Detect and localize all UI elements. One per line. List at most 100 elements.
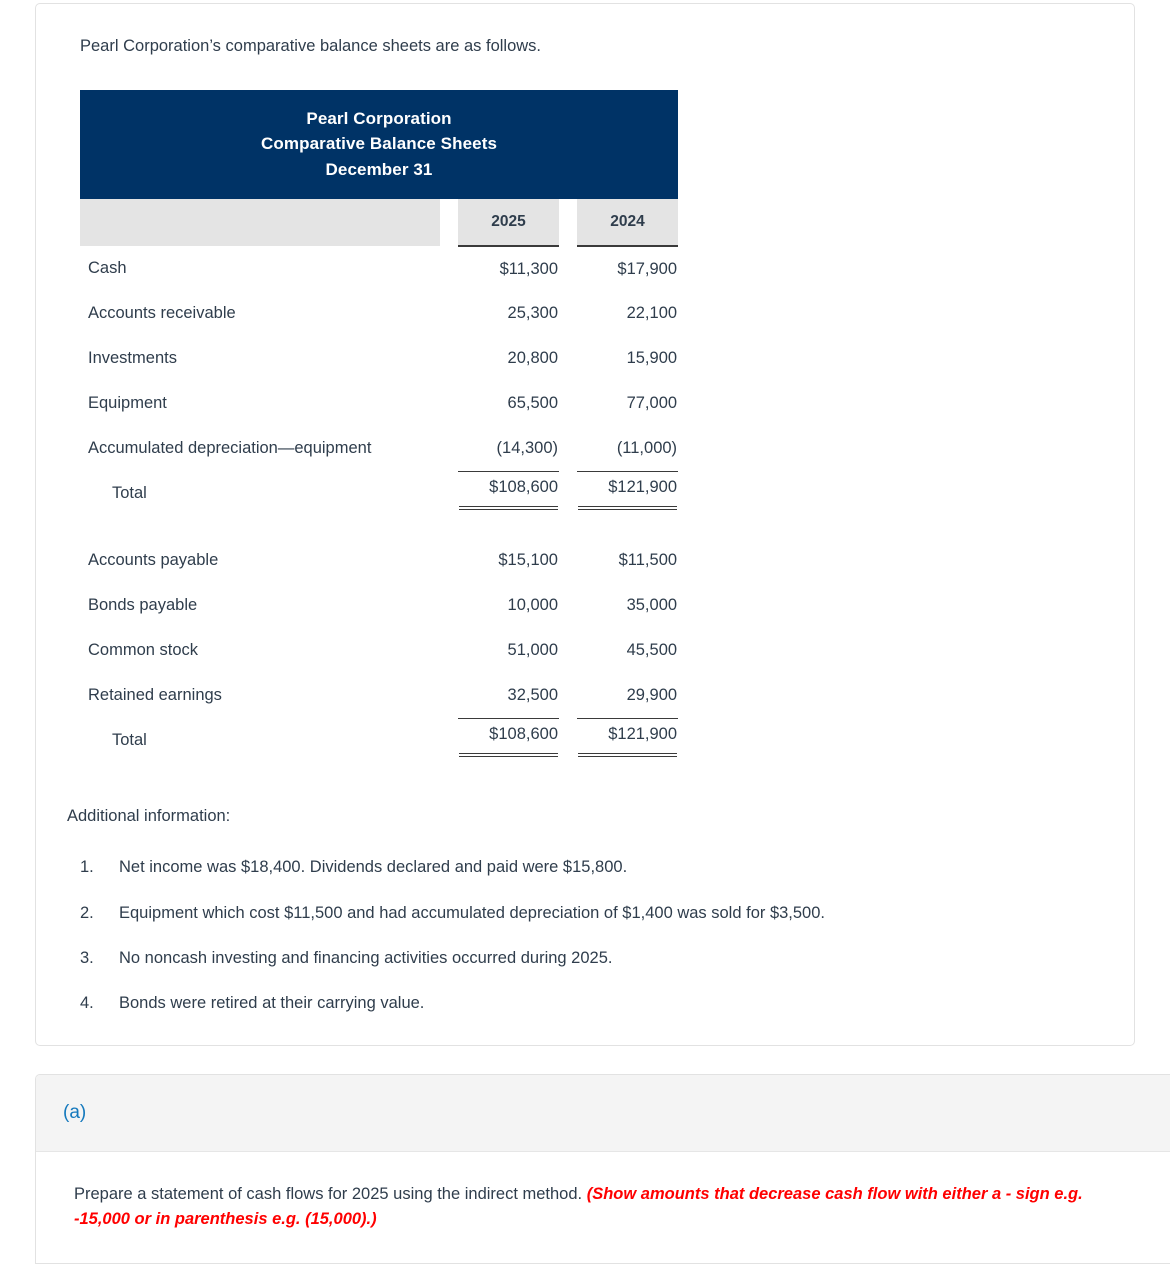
row-value-2024: 29,900: [626, 686, 678, 705]
total-label: Total: [112, 484, 147, 503]
column-header-2024: 2024: [577, 199, 679, 248]
row-gap-1: [440, 426, 458, 471]
prompt-main-text: Prepare a statement of cash flows for 20…: [74, 1184, 587, 1203]
row-label: Common stock: [88, 641, 199, 660]
row-label: Retained earnings: [88, 686, 222, 705]
row-label: Accounts receivable: [88, 304, 236, 323]
row-label: Bonds payable: [88, 596, 198, 615]
total-amount-2025: $108,600: [489, 725, 558, 744]
list-item: 3. No noncash investing and financing ac…: [61, 947, 1109, 970]
row-gap-2: [559, 426, 577, 471]
total-value-2025: $108,600: [458, 470, 559, 517]
total-amount-2024: $121,900: [608, 478, 678, 497]
row-gap-2: [559, 673, 577, 718]
column-header-2025: 2025: [458, 199, 559, 248]
list-item-number: 1.: [80, 858, 94, 877]
row-label: Cash: [88, 259, 127, 278]
list-item-text: Bonds were retired at their carrying val…: [119, 993, 425, 1012]
row-value-2024: 77,000: [626, 394, 678, 413]
row-value-2024: $11,500: [618, 551, 678, 570]
row-value-2025: (14,300): [496, 439, 558, 458]
row-gap-1: [440, 246, 458, 291]
row-gap-2: [559, 381, 577, 426]
row-gap-1: [440, 381, 458, 426]
row-gap-2: [559, 336, 577, 381]
row-gap-2: [559, 246, 577, 291]
company-name: Pearl Corporation: [306, 108, 452, 128]
part-a-prompt: Prepare a statement of cash flows for 20…: [74, 1182, 1134, 1233]
part-a-body: Prepare a statement of cash flows for 20…: [36, 1151, 1170, 1263]
balance-sheet-wrapper: Pearl Corporation Comparative Balance Sh…: [80, 89, 1109, 764]
list-item: 4. Bonds were retired at their carrying …: [61, 992, 1109, 1015]
list-item-text: Net income was $18,400. Dividends declar…: [119, 858, 628, 877]
comparative-balance-sheet-table: Pearl Corporation Comparative Balance Sh…: [80, 89, 679, 764]
row-value-2024: 15,900: [626, 349, 678, 368]
row-label: Accumulated depreciation—equipment: [88, 439, 372, 458]
double-underline: [459, 506, 558, 511]
double-underline: [578, 506, 678, 511]
row-value-2025: 25,300: [507, 304, 558, 323]
row-gap-1: [440, 538, 458, 583]
table-total-row: Total $108,600 $121,900: [80, 470, 679, 517]
section-spacer: [80, 516, 678, 538]
row-value-2025: 51,000: [507, 641, 558, 660]
table-row: Common stock 51,000 45,500: [80, 628, 678, 673]
table-row: Equipment 65,500 77,000: [80, 381, 678, 426]
row-value-2025: 20,800: [507, 349, 558, 368]
double-underline: [578, 753, 678, 758]
list-item: 2. Equipment which cost $11,500 and had …: [61, 902, 1109, 925]
list-item: 1. Net income was $18,400. Dividends dec…: [61, 856, 1109, 879]
question-card: Pearl Corporation’s comparative balance …: [35, 3, 1135, 1046]
row-value-2025: 32,500: [507, 686, 558, 705]
total-value-2024: $121,900: [577, 470, 679, 517]
column-header-row: 2025 2024: [80, 199, 679, 248]
table-row: Retained earnings 32,500 29,900: [80, 673, 678, 718]
list-item-number: 4.: [80, 993, 94, 1012]
part-letter-label: (a): [63, 1101, 87, 1123]
header-gap-1: [440, 199, 458, 247]
part-a-card: (a) Prepare a statement of cash flows fo…: [35, 1073, 1170, 1264]
row-value-2024: 45,500: [626, 641, 678, 660]
total-gap-1: [440, 471, 458, 516]
row-value-2024: 22,100: [626, 304, 678, 323]
row-value-2024: $17,900: [617, 259, 678, 278]
additional-information-heading: Additional information:: [67, 807, 231, 826]
row-gap-2: [559, 583, 577, 628]
row-gap-1: [440, 336, 458, 381]
table-title-cell: Pearl Corporation Comparative Balance Sh…: [80, 89, 679, 200]
total-amount-2025: $108,600: [489, 478, 558, 497]
list-item-text: Equipment which cost $11,500 and had acc…: [119, 903, 825, 922]
list-item-number: 2.: [80, 903, 94, 922]
prompt-hint-text: (Show amounts that decrease cash flow wi…: [74, 1184, 1083, 1229]
header-blank-cell: [80, 199, 440, 247]
statement-name: Comparative Balance Sheets: [261, 134, 498, 154]
table-row: Accounts payable $15,100 $11,500: [80, 538, 678, 583]
table-title-row: Pearl Corporation Comparative Balance Sh…: [80, 89, 679, 200]
total-gap-2: [559, 718, 577, 763]
total-label: Total: [112, 731, 147, 750]
total-gap-1: [440, 718, 458, 763]
total-value-2024: $121,900: [577, 717, 679, 764]
list-item-number: 3.: [80, 948, 94, 967]
part-a-header: (a): [36, 1074, 1170, 1152]
table-row: Bonds payable 10,000 35,000: [80, 583, 678, 628]
intro-text: Pearl Corporation’s comparative balance …: [80, 37, 542, 55]
row-value-2025: $11,300: [499, 259, 558, 278]
table-row: Investments 20,800 15,900: [80, 336, 678, 381]
row-gap-1: [440, 291, 458, 336]
table-row: Accounts receivable 25,300 22,100: [80, 291, 678, 336]
table-row: Accumulated depreciation—equipment (14,3…: [80, 426, 678, 471]
row-value-2024: (11,000): [616, 439, 678, 458]
row-label: Investments: [88, 349, 177, 368]
list-item-text: No noncash investing and financing activ…: [119, 948, 613, 967]
row-gap-1: [440, 673, 458, 718]
total-amount-2024: $121,900: [608, 725, 678, 744]
row-label: Equipment: [88, 394, 167, 413]
total-value-2025: $108,600: [458, 717, 559, 764]
row-gap-1: [440, 628, 458, 673]
row-value-2025: 65,500: [507, 394, 558, 413]
row-gap-2: [559, 538, 577, 583]
table-row: Cash $11,300 $17,900: [80, 246, 678, 291]
row-value-2025: 10,000: [507, 596, 558, 615]
header-gap-2: [559, 199, 577, 247]
